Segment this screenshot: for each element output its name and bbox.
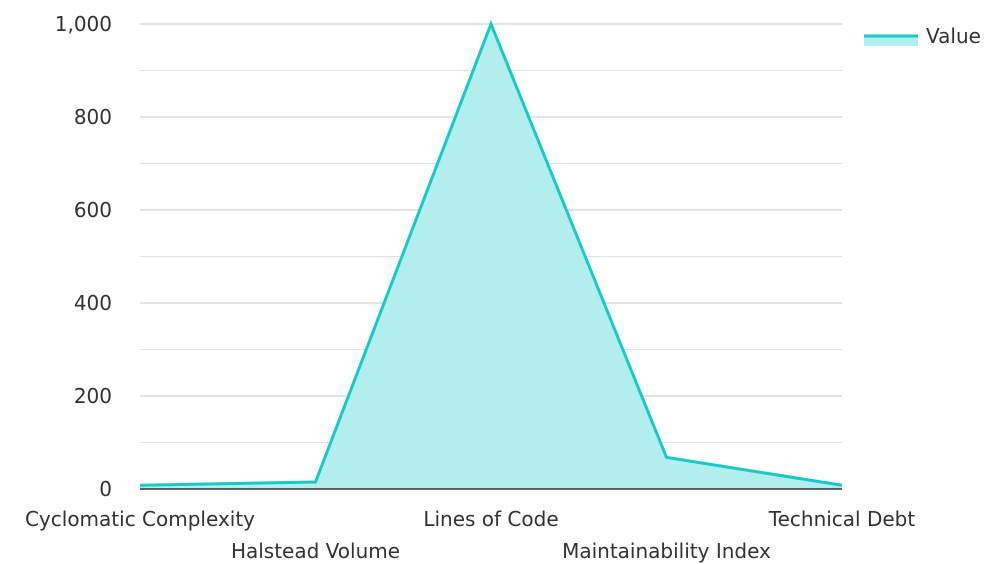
y-tick-label: 400 [74,291,112,315]
x-axis-ticks: Cyclomatic Complexity Halstead Volume Line… [25,507,915,563]
legend-label-value: Value [926,24,981,48]
y-axis-ticks: 0 200 400 600 800 1,000 [55,12,112,501]
series-area-fill [140,24,842,489]
y-tick-label: 800 [74,105,112,129]
series-area [139,19,843,489]
x-tick-label: Technical Debt [768,507,916,531]
legend-swatch [864,36,918,46]
x-tick-label: Halstead Volume [231,539,400,563]
legend: Value [864,24,981,48]
x-tick-label: Maintainability Index [562,539,771,563]
x-tick-label: Lines of Code [423,507,558,531]
y-tick-label: 600 [74,198,112,222]
x-tick-label: Cyclomatic Complexity [25,507,255,531]
y-tick-label: 1,000 [55,12,112,36]
y-tick-label: 0 [99,477,112,501]
y-tick-label: 200 [74,384,112,408]
